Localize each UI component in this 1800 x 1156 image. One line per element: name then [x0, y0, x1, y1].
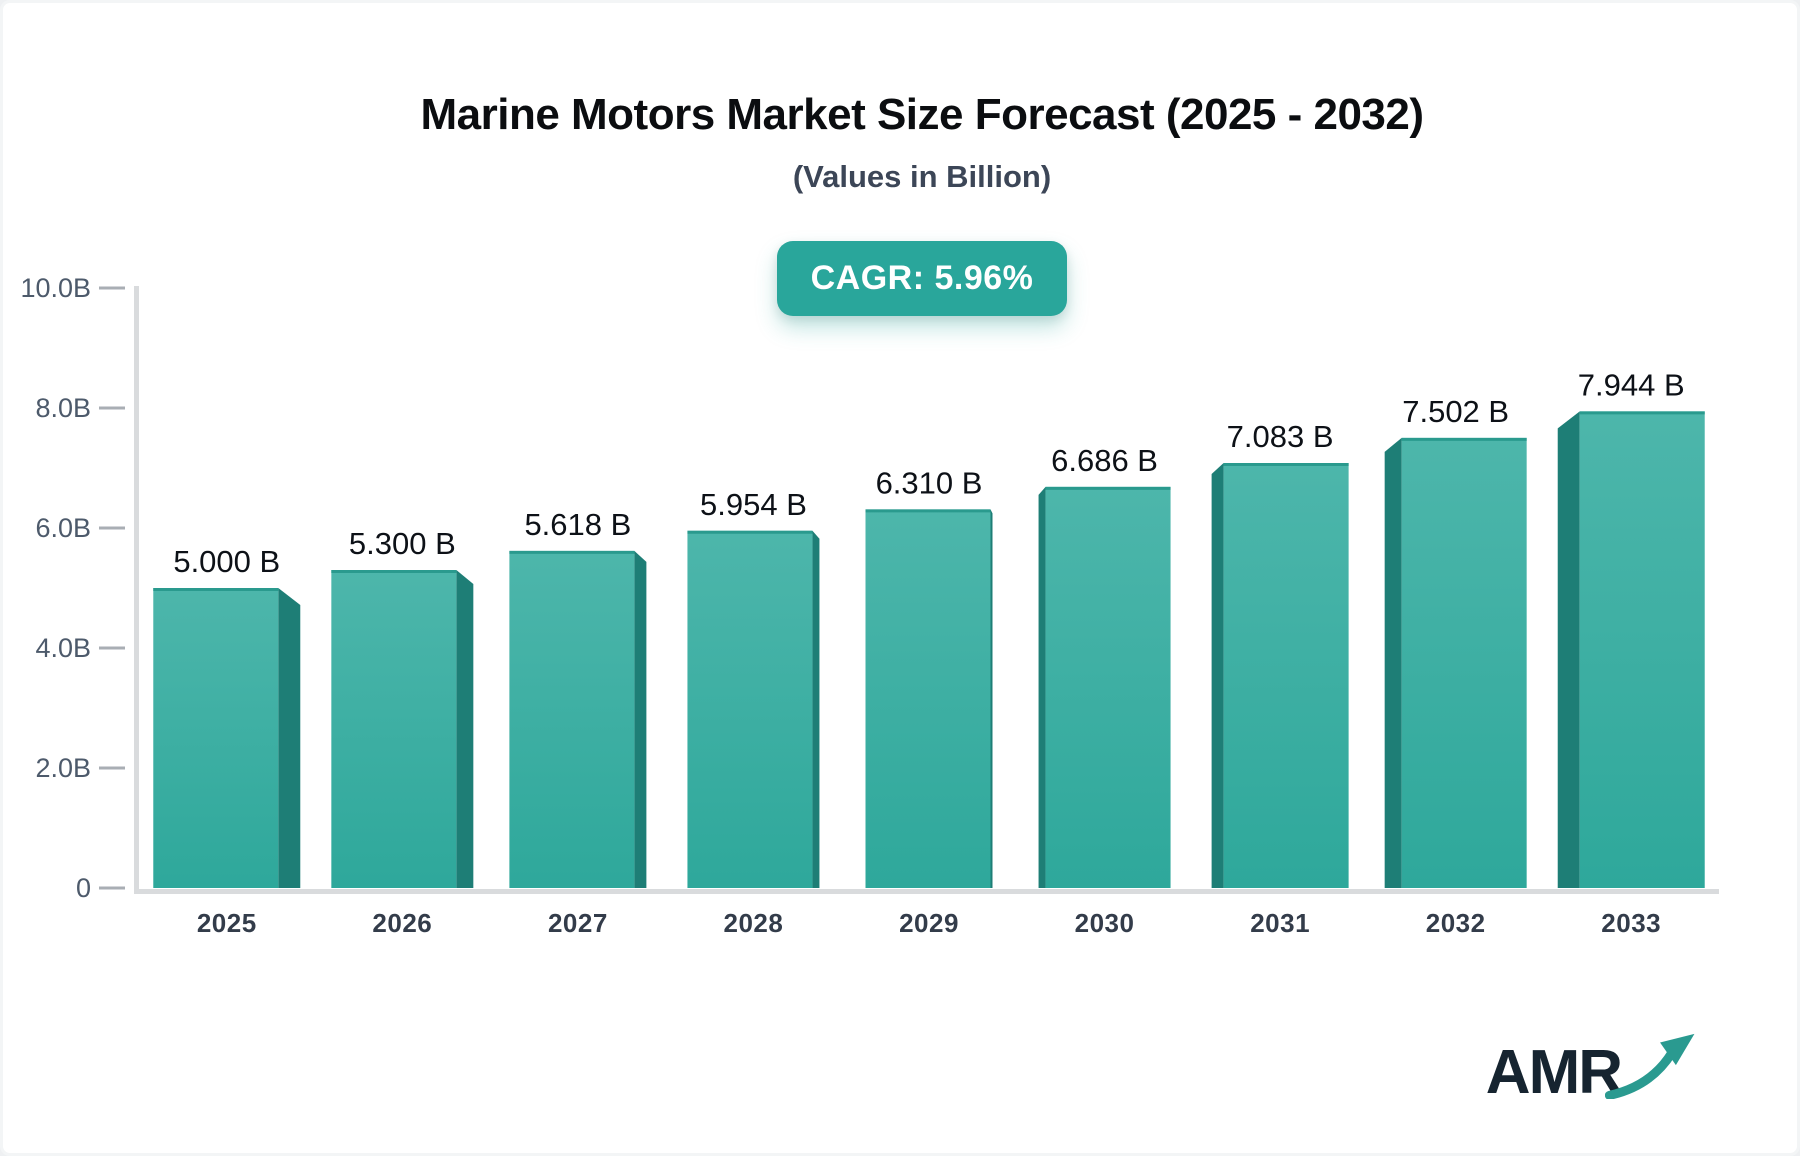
- bar-side-face: [1211, 463, 1224, 888]
- cagr-badge: CAGR: 5.96%: [776, 241, 1068, 316]
- bar-front-face: [1579, 411, 1705, 888]
- x-axis-year-label: 2030: [1075, 908, 1135, 938]
- x-axis-year-label: 2027: [548, 908, 608, 938]
- y-tick-label: 4.0B: [35, 633, 91, 663]
- y-axis-ticks: 0 2.0B 4.0B 6.0B 8.0B 10.0B: [20, 273, 125, 903]
- bar-side-face: [456, 570, 474, 888]
- x-axis-year-label: 2025: [197, 908, 257, 938]
- y-tick-label: 8.0B: [35, 393, 91, 423]
- y-tick-label: 6.0B: [35, 513, 91, 543]
- bar-value-label: 7.083 B: [1227, 419, 1334, 454]
- x-axis-year-label: 2033: [1601, 908, 1661, 938]
- growth-arrow-icon: [1605, 1033, 1695, 1099]
- bar-value-label: 5.954 B: [700, 487, 807, 522]
- chart-subtitle: (Values in Billion): [792, 159, 1052, 194]
- x-axis-year-label: 2028: [724, 908, 784, 938]
- bar-value-label: 5.000 B: [173, 544, 280, 579]
- chart-header: Marine Motors Market Size Forecast (2025…: [47, 93, 1797, 316]
- bar-value-label: 7.944 B: [1578, 367, 1685, 402]
- bar-value-label: 6.310 B: [876, 465, 983, 500]
- bars: 5.000 B 2025 5.300 B 2026 5.618 B 2027 5.954 B…: [153, 367, 1705, 938]
- axes: [134, 286, 1719, 894]
- bar-chart-plot: 0 2.0B 4.0B 6.0B 8.0B 10.0B 5.000 B 2025 5.300 B…: [20, 273, 1719, 938]
- bar-2032: 7.502 B 2032: [1384, 394, 1527, 938]
- bar-2027: 5.618 B 2027: [509, 507, 647, 938]
- bar-front-face: [509, 550, 635, 888]
- bar-2029: 6.310 B 2029: [865, 465, 993, 938]
- bar-side-face: [1384, 437, 1402, 888]
- bar-front-face: [153, 588, 279, 888]
- y-tick-label: 0: [76, 873, 91, 903]
- bar-side-face: [1038, 486, 1046, 888]
- bar-value-label: 5.300 B: [349, 526, 456, 561]
- bar-front-face: [1045, 486, 1171, 888]
- bar-2026: 5.300 B 2026: [331, 526, 474, 938]
- y-tick-label: 10.0B: [20, 273, 91, 303]
- bar-front-face: [865, 509, 991, 888]
- bar-2033: 7.944 B 2033: [1557, 367, 1705, 938]
- bar-2030: 6.686 B 2030: [1038, 443, 1171, 938]
- bar-side-face: [278, 588, 301, 888]
- bar-value-label: 5.618 B: [524, 507, 631, 542]
- bar-2025: 5.000 B 2025: [153, 544, 301, 938]
- bar-side-face: [812, 530, 820, 888]
- x-axis-year-label: 2029: [899, 908, 959, 938]
- x-axis-year-label: 2032: [1426, 908, 1486, 938]
- bar-value-label: 6.686 B: [1051, 443, 1158, 478]
- bar-front-face: [687, 530, 813, 888]
- bar-side-face: [990, 509, 993, 888]
- bar-2028: 5.954 B 2028: [687, 487, 820, 938]
- bar-front-face: [1401, 437, 1527, 888]
- x-axis-year-label: 2031: [1250, 908, 1310, 938]
- bar-front-face: [331, 570, 457, 888]
- bar-side-face: [1557, 411, 1580, 888]
- bar-2031: 7.083 B 2031: [1211, 419, 1349, 938]
- bar-side-face: [634, 550, 647, 888]
- bar-value-label: 7.502 B: [1402, 394, 1509, 429]
- chart-title: Marine Motors Market Size Forecast (2025…: [420, 90, 1424, 139]
- amr-logo-text: AMR: [1485, 1037, 1623, 1107]
- x-axis-year-label: 2026: [372, 908, 432, 938]
- y-tick-label: 2.0B: [35, 753, 91, 783]
- amr-logo: AMR: [1485, 1023, 1697, 1107]
- bar-front-face: [1223, 463, 1349, 888]
